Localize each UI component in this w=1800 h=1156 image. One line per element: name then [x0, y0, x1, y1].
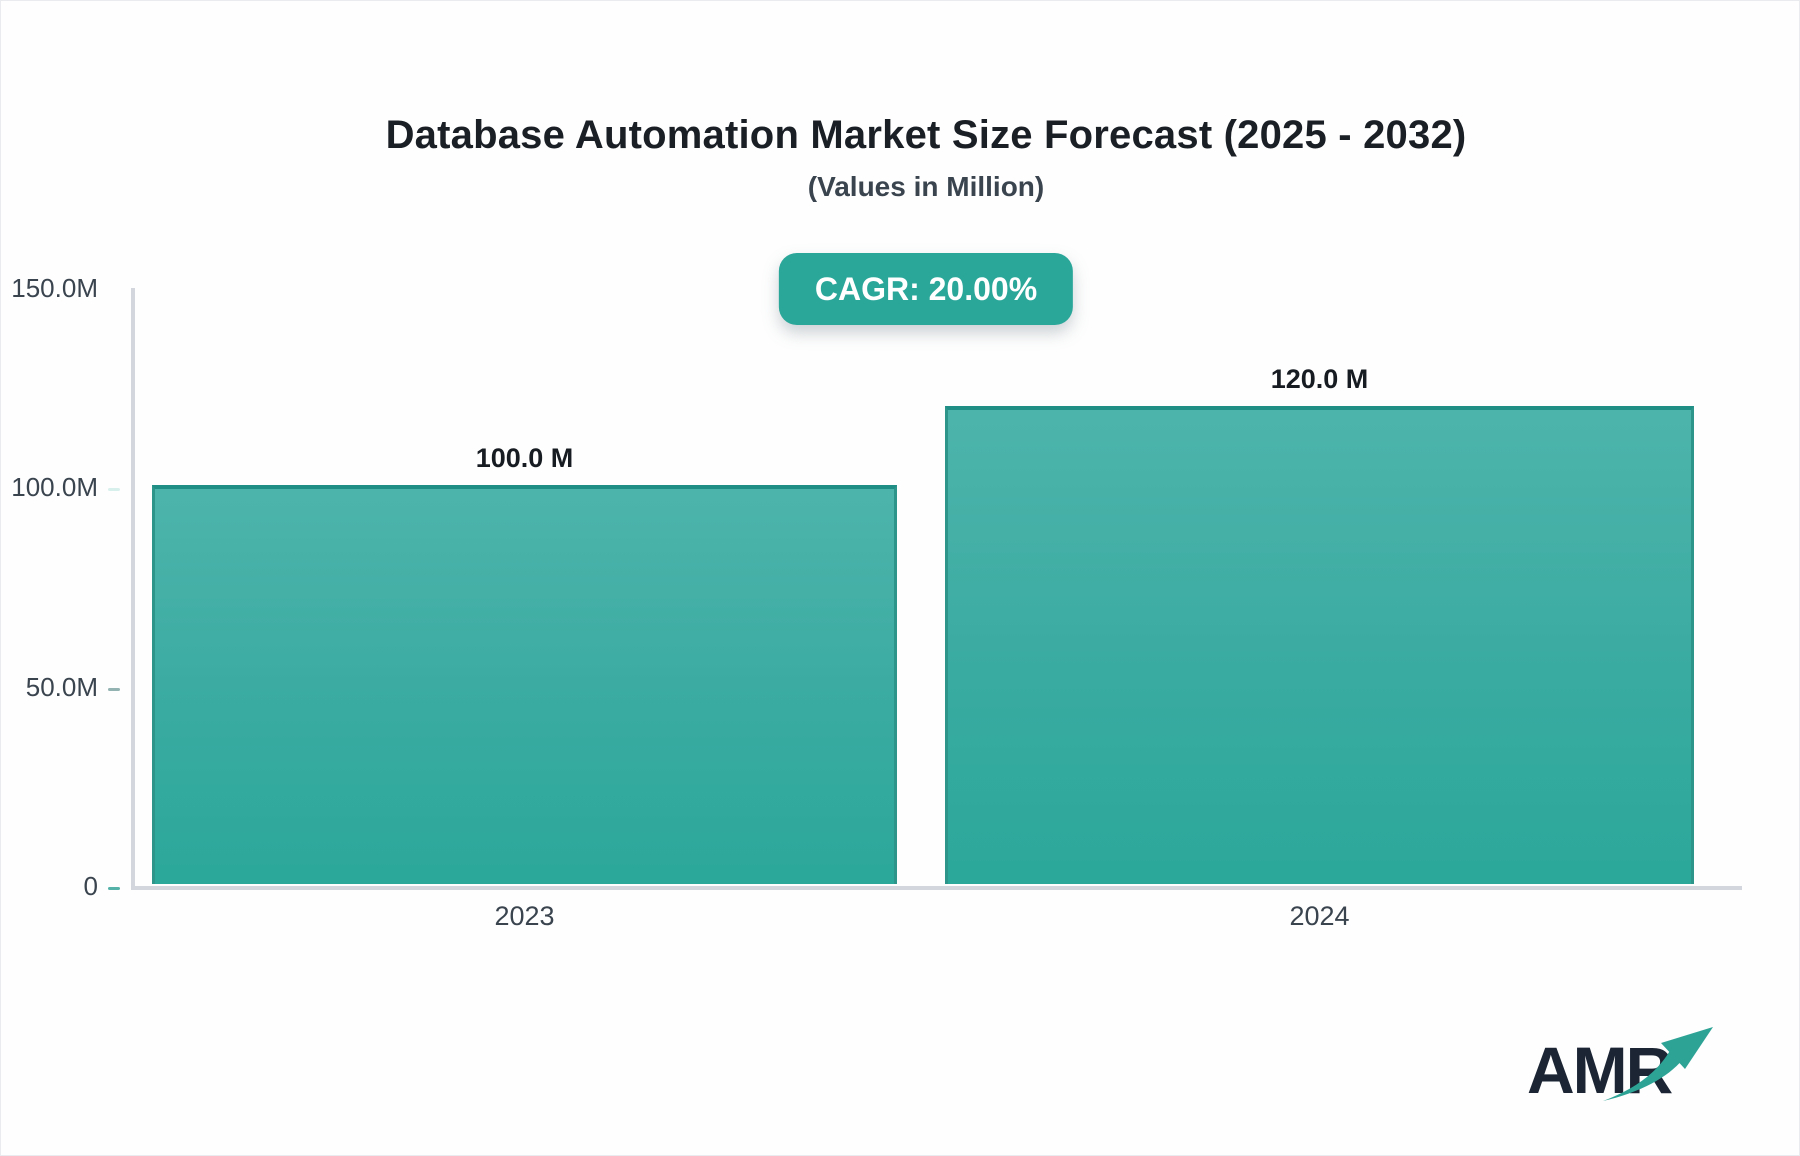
- y-tick-label-50m: 50.0M: [25, 672, 98, 702]
- chart-subtitle: (Values in Million): [807, 171, 1045, 202]
- bar-value-label-2023: 100.0 M: [475, 443, 574, 473]
- amr-logo-text: AMR: [1527, 1033, 1673, 1107]
- y-tick-label-0: 0: [83, 871, 98, 901]
- bar-column-2023: 100.0 M: [152, 443, 897, 884]
- y-tick-label-100m: 100.0M: [11, 472, 98, 502]
- cagr-badge: CAGR: 20.00%: [778, 253, 1074, 325]
- y-axis-line: [131, 288, 135, 890]
- y-tick-mark-100m: [108, 488, 120, 491]
- amr-logo: AMR: [1527, 1027, 1727, 1117]
- y-tick-mark-0: [108, 887, 120, 890]
- x-tick-label-2024: 2024: [1289, 901, 1350, 931]
- bar-value-label-2024: 120.0 M: [1270, 364, 1369, 394]
- chart-title: Database Automation Market Size Forecast…: [385, 113, 1467, 157]
- x-axis-line: [131, 886, 1742, 890]
- x-tick-label-2023: 2023: [494, 901, 555, 931]
- y-tick-mark-50m: [108, 688, 120, 691]
- bar-column-2024: 120.0 M: [945, 364, 1694, 884]
- growth-arrow-icon: [1603, 1027, 1713, 1101]
- y-tick-label-150m: 150.0M: [11, 273, 98, 303]
- bar-2023[interactable]: [152, 485, 897, 884]
- bar-2024[interactable]: [945, 406, 1694, 884]
